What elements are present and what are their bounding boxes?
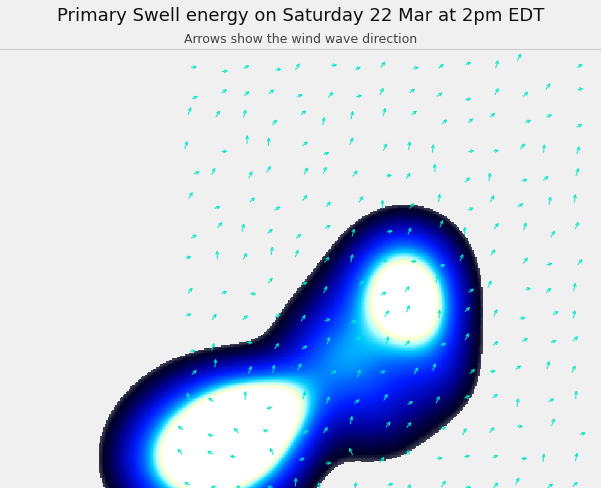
- Text: Primary Swell energy on Saturday 22 Mar at 2pm EDT: Primary Swell energy on Saturday 22 Mar …: [57, 7, 544, 25]
- Text: Arrows show the wind wave direction: Arrows show the wind wave direction: [184, 33, 417, 46]
